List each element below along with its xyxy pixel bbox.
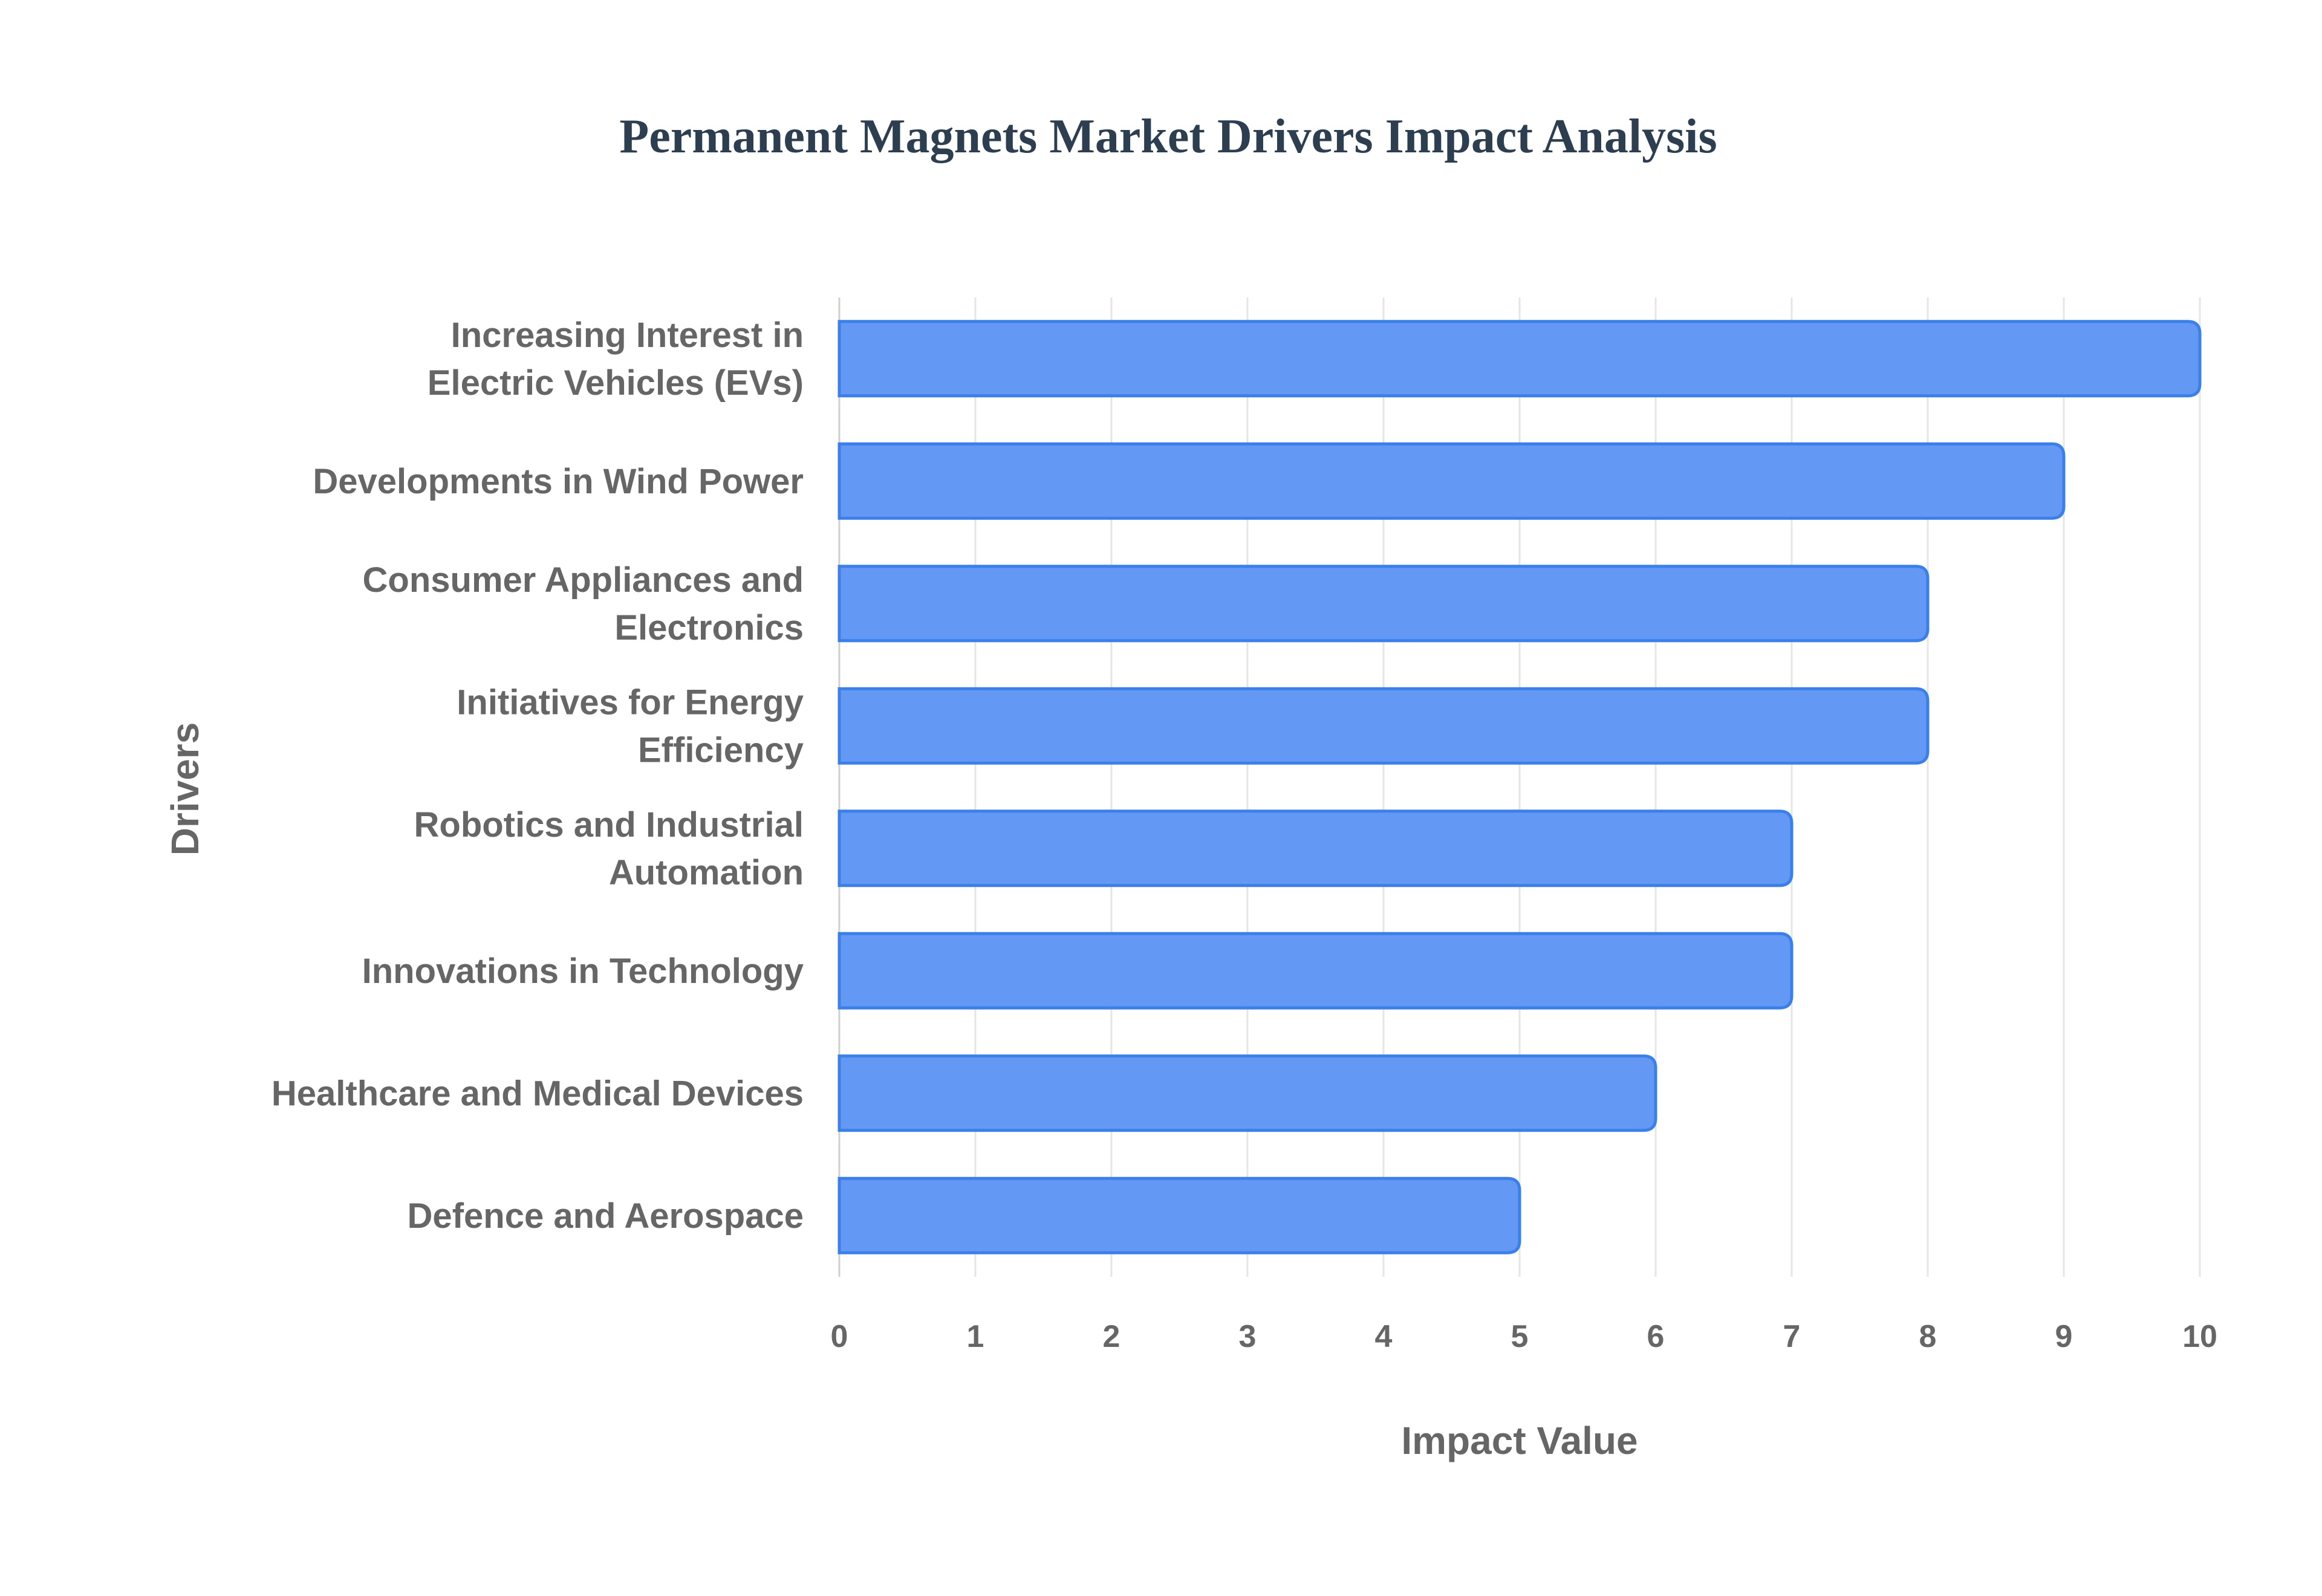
bar <box>837 809 1794 887</box>
category-label: Increasing Interest in <box>451 316 804 355</box>
x-tick-label: 10 <box>2182 1319 2217 1354</box>
category-label: Initiatives for Energy <box>457 683 804 722</box>
x-tick-label: 9 <box>2055 1319 2073 1354</box>
bar <box>837 442 2066 520</box>
category-label: Defence and Aerospace <box>408 1196 804 1236</box>
x-axis-title: Impact Value <box>1401 1419 1637 1462</box>
x-tick-label: 7 <box>1783 1319 1801 1354</box>
x-tick-label: 1 <box>967 1319 984 1354</box>
bar <box>837 565 1930 643</box>
category-label: Electronics <box>614 608 804 647</box>
bar <box>837 320 2202 398</box>
category-label: Automation <box>609 853 804 892</box>
x-tick-label: 2 <box>1103 1319 1120 1354</box>
bar <box>837 1054 1657 1132</box>
category-label: Innovations in Technology <box>362 952 804 991</box>
x-tick-labels: 0 1 2 3 4 5 6 7 8 9 10 <box>831 1319 2217 1354</box>
x-tick-label: 0 <box>831 1319 848 1354</box>
x-tick-label: 4 <box>1375 1319 1393 1354</box>
category-label: Electric Vehicles (EVs) <box>428 363 804 403</box>
category-label: Efficiency <box>638 730 804 770</box>
category-label: Healthcare and Medical Devices <box>272 1074 804 1113</box>
category-label: Developments in Wind Power <box>313 462 804 501</box>
bar <box>837 687 1930 765</box>
category-label: Consumer Appliances and <box>363 560 804 600</box>
category-labels: Increasing Interest in Electric Vehicles … <box>272 316 804 1236</box>
bars <box>837 320 2202 1254</box>
bar <box>837 932 1794 1010</box>
chart-title: Permanent Magnets Market Drivers Impact … <box>619 110 1717 163</box>
x-tick-label: 6 <box>1647 1319 1665 1354</box>
x-tick-label: 3 <box>1239 1319 1257 1354</box>
category-label: Robotics and Industrial <box>414 805 804 845</box>
x-tick-label: 8 <box>1919 1319 1937 1354</box>
x-tick-label: 5 <box>1511 1319 1529 1354</box>
y-axis-title: Drivers <box>163 722 207 856</box>
bar <box>837 1176 1521 1254</box>
